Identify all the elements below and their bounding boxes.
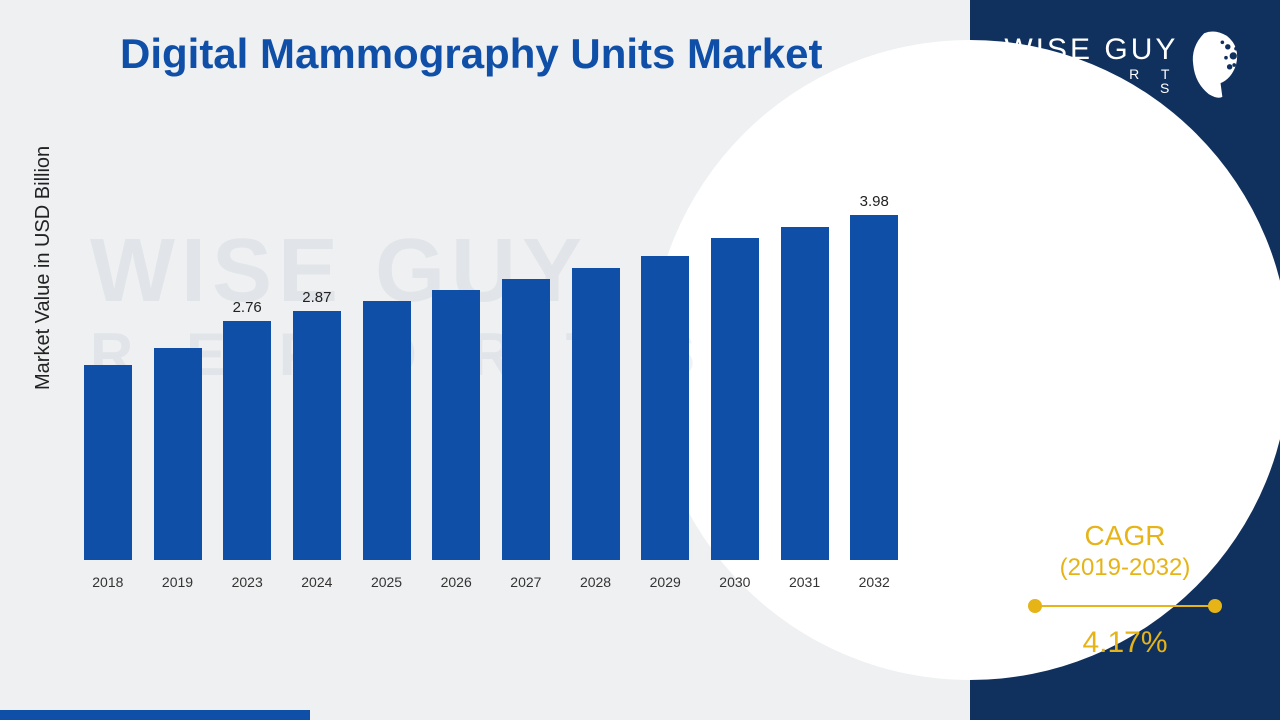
bar-rect bbox=[781, 227, 829, 560]
logo-main-text: WISE GUY bbox=[990, 35, 1178, 65]
bar-chart: 2.76 2.87 3.98 2018 2019 2023 2024 2025 2026 202… bbox=[70, 170, 900, 590]
x-category-label: 2023 bbox=[221, 574, 273, 590]
bar-2029 bbox=[639, 234, 691, 560]
bar-rect bbox=[154, 348, 202, 560]
footer-accent-bar bbox=[0, 710, 310, 720]
brand-logo: WISE GUY R E P O R T S bbox=[990, 20, 1250, 110]
x-category-label: 2025 bbox=[361, 574, 413, 590]
bar-rect bbox=[363, 301, 411, 560]
x-category-label: 2031 bbox=[779, 574, 831, 590]
bar-2025 bbox=[361, 279, 413, 560]
bar-rect bbox=[572, 268, 620, 560]
bar-2030 bbox=[709, 216, 761, 560]
cagr-panel: CAGR (2019-2032) 4.17% bbox=[1010, 520, 1240, 660]
bar-2032: 3.98 bbox=[848, 193, 900, 560]
x-category-label: 2024 bbox=[291, 574, 343, 590]
logo-sub-text: R E P O R T S bbox=[990, 67, 1178, 95]
x-category-label: 2018 bbox=[82, 574, 134, 590]
cagr-title: CAGR bbox=[1010, 520, 1240, 552]
bar-2024: 2.87 bbox=[291, 289, 343, 560]
bar-rect bbox=[850, 215, 898, 560]
x-category-label: 2027 bbox=[500, 574, 552, 590]
y-axis-label: Market Value in USD Billion bbox=[32, 146, 55, 390]
x-category-label: 2030 bbox=[709, 574, 761, 590]
bar-2028 bbox=[570, 246, 622, 560]
logo-head-icon bbox=[1186, 25, 1250, 105]
bar-rect bbox=[84, 365, 132, 560]
bar-rect bbox=[432, 290, 480, 560]
bar-rect bbox=[641, 256, 689, 560]
bar-2019 bbox=[152, 326, 204, 560]
bar-2023: 2.76 bbox=[221, 299, 273, 560]
bar-rect bbox=[293, 311, 341, 560]
cagr-divider bbox=[1030, 596, 1220, 616]
x-category-label: 2032 bbox=[848, 574, 900, 590]
bar-2026 bbox=[430, 268, 482, 560]
infographic-canvas: WISE GUY R E P O R T S Digital Mammograp… bbox=[0, 0, 1280, 720]
bar-2027 bbox=[500, 257, 552, 560]
cagr-period: (2019-2032) bbox=[1010, 554, 1240, 582]
bar-rect bbox=[711, 238, 759, 560]
x-category-label: 2026 bbox=[430, 574, 482, 590]
chart-title: Digital Mammography Units Market bbox=[120, 30, 822, 78]
x-category-label: 2028 bbox=[570, 574, 622, 590]
cagr-value: 4.17% bbox=[1010, 626, 1240, 660]
bar-value-label: 3.98 bbox=[860, 193, 889, 211]
bar-rect bbox=[502, 279, 550, 560]
bar-value-label: 2.76 bbox=[233, 299, 262, 317]
x-category-label: 2019 bbox=[152, 574, 204, 590]
bar-2031 bbox=[779, 205, 831, 560]
bar-rect bbox=[223, 321, 271, 560]
bar-value-label: 2.87 bbox=[302, 289, 331, 307]
x-category-label: 2029 bbox=[639, 574, 691, 590]
bar-2018 bbox=[82, 343, 134, 560]
